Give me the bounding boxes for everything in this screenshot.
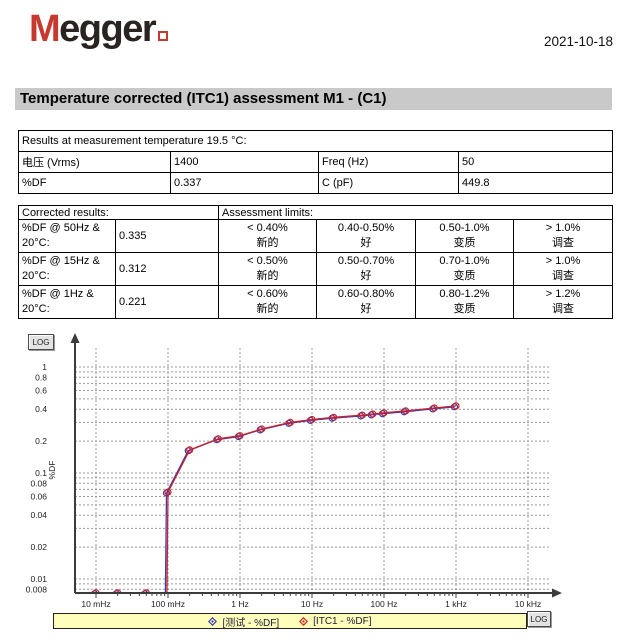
svg-text:0.08: 0.08 xyxy=(30,478,47,488)
voltage-label: 电压 (Vrms) xyxy=(18,151,171,173)
series-measured xyxy=(90,403,459,594)
limit-cell: 0.70-1.0% 变质 xyxy=(415,252,514,286)
legend-label: [ITC1 - %DF] xyxy=(313,615,372,627)
svg-text:0.4: 0.4 xyxy=(35,404,47,414)
cap-label: C (pF) xyxy=(318,172,459,194)
limit-cell: 0.50-1.0% 变质 xyxy=(415,219,514,253)
svg-text:10 kHz: 10 kHz xyxy=(515,599,541,609)
assessment-limits-header: Assessment limits: xyxy=(217,205,614,220)
chart-axes xyxy=(70,333,562,598)
df15-value: 0.312 xyxy=(115,252,219,286)
legend-item-itc1[interactable]: [ITC1 - %DF] xyxy=(299,615,372,627)
limit-cell: 0.80-1.2% 变质 xyxy=(415,285,514,319)
df-label: %DF xyxy=(18,172,171,194)
results-table-header: Results at measurement temperature 19.5 … xyxy=(17,130,614,152)
svg-text:1 kHz: 1 kHz xyxy=(445,599,467,609)
df50-value: 0.335 xyxy=(115,219,219,253)
assessment-table: Corrected results: Assessment limits: %D… xyxy=(18,205,614,319)
freq-label: Freq (Hz) xyxy=(318,151,459,173)
limit-cell: < 0.40% 新的 xyxy=(218,219,317,253)
limit-cell: 0.60-0.80% 好 xyxy=(316,285,416,319)
svg-text:0.02: 0.02 xyxy=(30,542,47,552)
svg-text:0.1: 0.1 xyxy=(35,468,47,478)
svg-text:10 mHz: 10 mHz xyxy=(81,599,110,609)
svg-text:1: 1 xyxy=(42,362,47,372)
x-axis-ticks xyxy=(95,593,529,598)
logo-dot-icon xyxy=(158,31,169,41)
svg-text:0.8: 0.8 xyxy=(35,372,47,382)
svg-text:0.04: 0.04 xyxy=(30,510,47,520)
chart-legend: [测试 - %DF] [ITC1 - %DF] xyxy=(53,613,527,629)
y-gridlines xyxy=(75,366,551,590)
legend-item-measured[interactable]: [测试 - %DF] xyxy=(208,614,279,629)
svg-text:10 Hz: 10 Hz xyxy=(301,599,323,609)
y-axis-labels: 10.8 0.6 0.4 0.2 0.10.08 0.06 0.04 0.02 0.010.00… xyxy=(26,362,48,594)
limit-cell: > 1.2% 调查 xyxy=(512,285,614,319)
df1-value: 0.221 xyxy=(115,285,219,319)
logo-text: egger xyxy=(59,8,156,50)
limit-cell: < 0.50% 新的 xyxy=(218,252,317,286)
limit-cell: 0.50-0.70% 好 xyxy=(316,252,416,286)
y-axis-title: %DF xyxy=(47,461,57,480)
df50-label: %DF @ 50Hz & 20°C: xyxy=(18,219,116,253)
svg-text:0.01: 0.01 xyxy=(30,574,47,584)
limit-cell: < 0.60% 新的 xyxy=(218,285,317,319)
df15-label: %DF @ 15Hz & 20°C: xyxy=(18,252,116,286)
svg-text:0.6: 0.6 xyxy=(35,386,47,396)
svg-text:100 Hz: 100 Hz xyxy=(371,599,398,609)
limit-cell: > 1.0% 调查 xyxy=(512,252,614,286)
x-axis-labels: 10 mHz 100 mHz 1 Hz 10 Hz 100 Hz 1 kHz 10 kHz xyxy=(81,599,541,609)
legend-diamond-icon xyxy=(299,616,309,626)
svg-text:0.2: 0.2 xyxy=(35,436,47,446)
report-date: 2021-10-18 xyxy=(543,34,613,49)
limit-cell: > 1.0% 调查 xyxy=(512,219,614,253)
legend-label: [测试 - %DF] xyxy=(222,617,280,629)
megger-logo: Megger xyxy=(29,5,169,53)
results-table: Results at measurement temperature 19.5 … xyxy=(17,130,614,194)
svg-text:0.008: 0.008 xyxy=(26,584,48,594)
df-frequency-chart: 10 mHz 100 mHz 1 Hz 10 Hz 100 Hz 1 kHz 10 kHz1… xyxy=(26,333,562,609)
cap-value: 449.8 xyxy=(457,172,614,194)
series-itc1 xyxy=(92,402,460,594)
df1-label: %DF @ 1Hz & 20°C: xyxy=(18,285,116,319)
svg-text:1 Hz: 1 Hz xyxy=(231,599,248,609)
freq-value: 50 xyxy=(457,151,614,173)
limit-cell: 0.40-0.50% 好 xyxy=(316,219,416,253)
svg-text:0.06: 0.06 xyxy=(30,492,47,502)
log-scale-button-bottom[interactable]: LOG xyxy=(527,611,551,627)
voltage-value: 1400 xyxy=(170,151,319,173)
df-value: 0.337 xyxy=(170,172,319,194)
logo-letter-m: M xyxy=(29,8,61,50)
legend-diamond-icon xyxy=(208,616,218,626)
x-gridlines xyxy=(95,348,529,593)
log-scale-button-top[interactable]: LOG xyxy=(28,334,54,350)
svg-text:100 mHz: 100 mHz xyxy=(151,599,185,609)
corrected-results-header: Corrected results: xyxy=(18,205,219,220)
page-title: Temperature corrected (ITC1) assessment … xyxy=(15,88,612,110)
